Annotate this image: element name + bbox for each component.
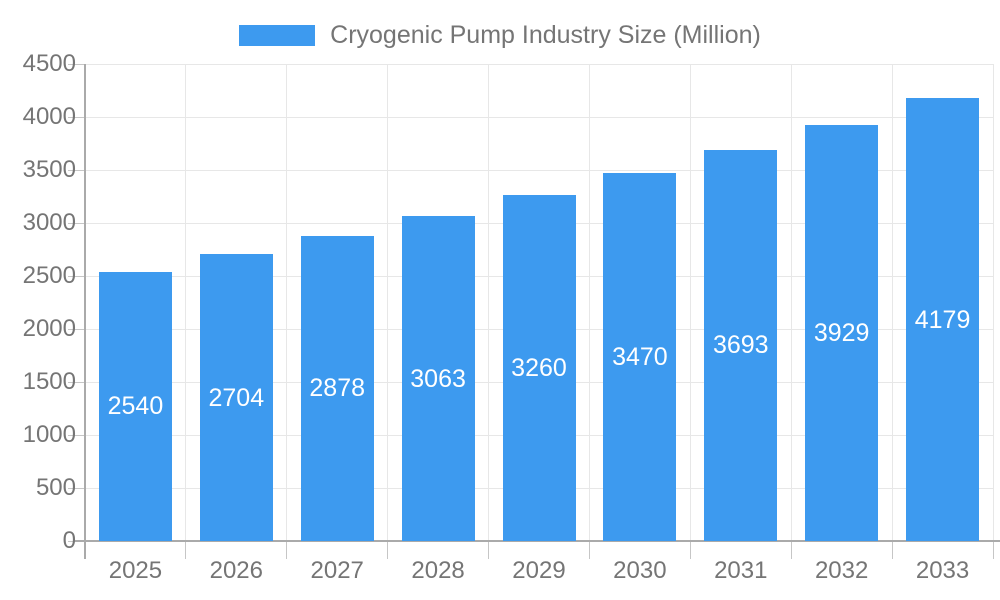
bar-value-label: 3693 — [712, 331, 769, 360]
bar-value-label: 2878 — [309, 374, 366, 403]
bar-value-label: 2540 — [107, 392, 164, 421]
x-axis-label: 2029 — [512, 557, 566, 584]
x-axis-label: 2033 — [915, 557, 970, 584]
legend-label: Cryogenic Pump Industry Size (Million) — [330, 21, 761, 49]
bar-2025[interactable] — [98, 271, 172, 541]
y-axis-label: 2500 — [22, 262, 76, 289]
x-axis-label: 2030 — [613, 557, 667, 584]
y-axis-label: 3000 — [22, 209, 76, 236]
y-axis-tick — [68, 328, 85, 330]
bar-2028[interactable] — [401, 216, 475, 541]
x-axis-label: 2025 — [108, 557, 163, 584]
x-axis-tick — [185, 541, 187, 559]
gridline-horizontal — [85, 169, 993, 171]
gridline-horizontal — [85, 63, 993, 65]
y-axis-label: 500 — [35, 474, 76, 501]
y-axis-tick — [68, 169, 85, 171]
x-axis-label: 2027 — [310, 557, 364, 584]
bar-2031[interactable] — [704, 149, 778, 541]
bar-value-label: 3260 — [511, 354, 567, 383]
gridline-vertical — [891, 64, 893, 541]
bar-value-label: 3063 — [410, 364, 466, 393]
gridline-vertical — [992, 64, 994, 541]
x-axis-label: 2031 — [714, 557, 768, 584]
x-axis-tick — [992, 541, 994, 559]
y-axis-line — [84, 64, 86, 559]
x-axis-tick — [891, 541, 893, 559]
legend-item[interactable]: Cryogenic Pump Industry Size (Million) — [0, 20, 1000, 50]
gridline-vertical — [286, 64, 288, 541]
bar-value-label: 4179 — [914, 305, 971, 334]
y-axis-label: 3500 — [22, 156, 76, 183]
bar-value-label: 3929 — [813, 318, 870, 347]
y-axis-label: 0 — [62, 527, 76, 554]
y-axis-label: 1500 — [22, 368, 76, 395]
y-axis-label: 4500 — [22, 50, 76, 77]
y-axis-tick — [68, 116, 85, 118]
gridline-vertical — [185, 64, 187, 541]
x-axis-tick — [588, 541, 590, 559]
gridline-horizontal — [85, 116, 993, 118]
y-axis-tick — [68, 275, 85, 277]
bar-2029[interactable] — [502, 195, 576, 541]
bar-2027[interactable] — [300, 235, 374, 541]
y-axis-label: 1000 — [22, 421, 76, 448]
bar-2030[interactable] — [603, 173, 677, 541]
gridline-vertical — [689, 64, 691, 541]
x-axis-label: 2032 — [814, 557, 869, 584]
y-axis-tick — [68, 487, 85, 489]
x-axis-tick — [689, 541, 691, 559]
legend-swatch — [239, 24, 316, 46]
bar-value-label: 2704 — [208, 383, 265, 412]
y-axis-tick — [68, 63, 85, 65]
bar-2032[interactable] — [805, 124, 879, 541]
x-axis-tick — [286, 541, 288, 559]
gridline-vertical — [790, 64, 792, 541]
x-axis-tick — [790, 541, 792, 559]
y-axis-tick — [68, 434, 85, 436]
gridline-vertical — [488, 64, 490, 541]
y-axis-tick — [68, 222, 85, 224]
y-axis-tick — [68, 381, 85, 383]
x-axis-tick — [387, 541, 389, 559]
bar-value-label: 3470 — [612, 343, 668, 372]
bar-2026[interactable] — [199, 254, 273, 541]
gridline-vertical — [387, 64, 389, 541]
x-axis-tick — [488, 541, 490, 559]
x-axis-line — [75, 540, 1000, 542]
bar-2033[interactable] — [906, 98, 980, 541]
y-axis-label: 4000 — [22, 103, 76, 130]
x-axis-label: 2026 — [209, 557, 263, 584]
x-axis-label: 2028 — [411, 557, 465, 584]
y-axis-label: 2000 — [22, 315, 76, 342]
gridline-vertical — [588, 64, 590, 541]
